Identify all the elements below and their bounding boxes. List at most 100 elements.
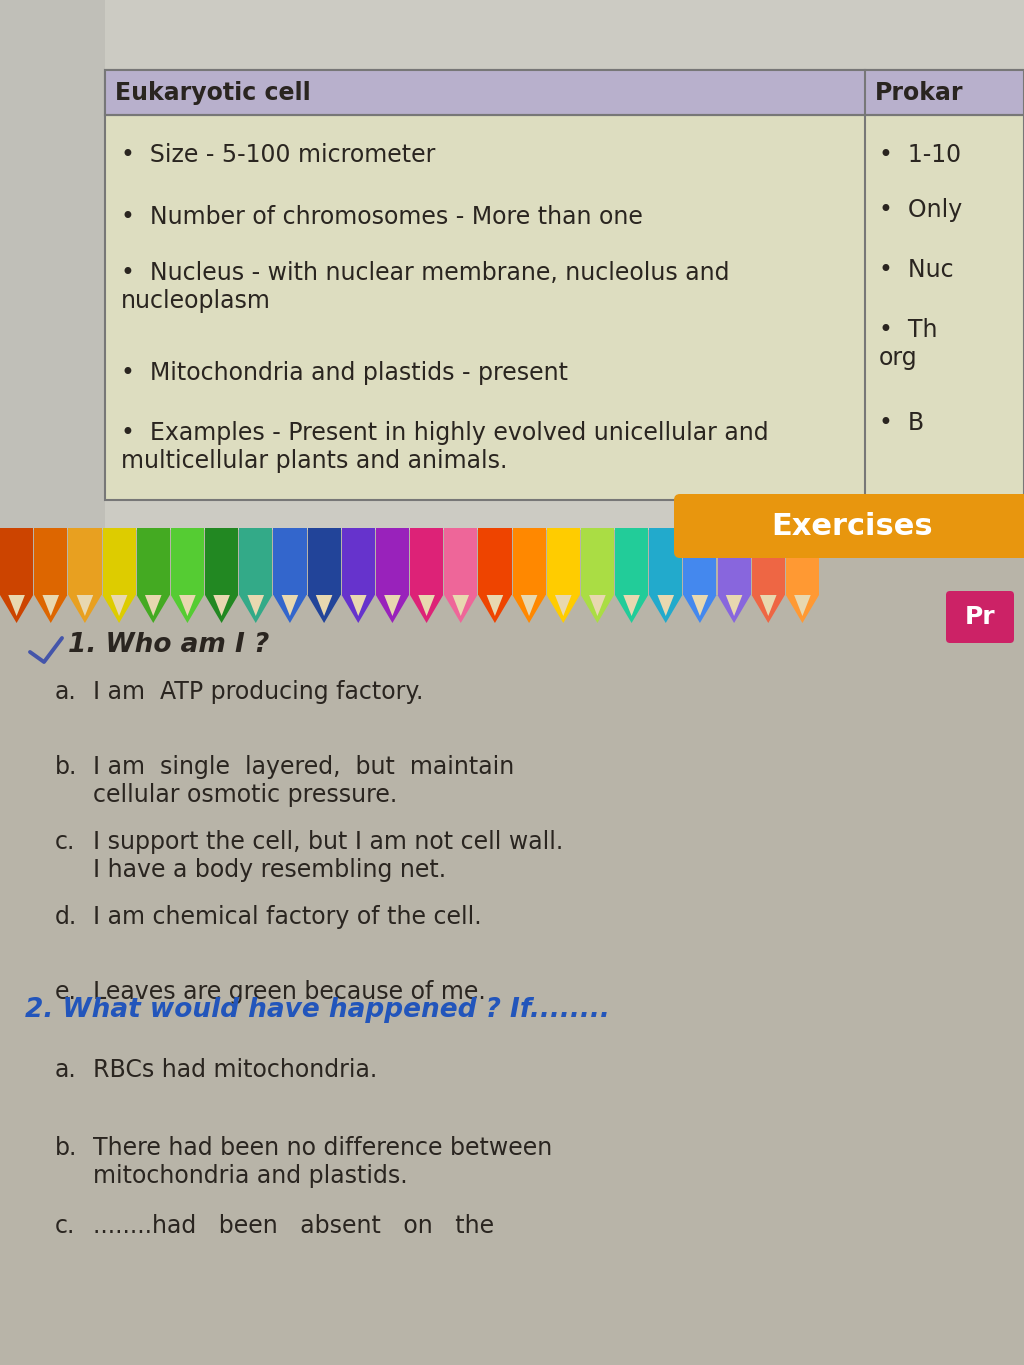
Text: 1. Who am I ?: 1. Who am I ? — [68, 632, 269, 658]
Bar — [376, 528, 409, 595]
Polygon shape — [136, 595, 170, 622]
Polygon shape — [478, 595, 512, 622]
Text: I am chemical factory of the cell.: I am chemical factory of the cell. — [93, 905, 481, 930]
Polygon shape — [0, 595, 33, 622]
Polygon shape — [410, 595, 443, 622]
Bar — [205, 528, 239, 595]
Text: I support the cell, but I am not cell wall.
I have a body resembling net.: I support the cell, but I am not cell wa… — [93, 830, 563, 882]
Polygon shape — [34, 595, 68, 622]
Text: •  Nucleus - with nuclear membrane, nucleolus and
nucleoplasm: • Nucleus - with nuclear membrane, nucle… — [121, 261, 729, 313]
Text: Prokar: Prokar — [874, 81, 964, 105]
Text: •  Mitochondria and plastids - present: • Mitochondria and plastids - present — [121, 360, 568, 385]
Bar — [444, 528, 477, 595]
Polygon shape — [240, 595, 272, 622]
Text: b.: b. — [55, 1136, 78, 1160]
Polygon shape — [376, 595, 409, 622]
Bar — [683, 528, 717, 595]
Bar — [0, 0, 1024, 530]
Polygon shape — [248, 595, 264, 616]
Bar — [718, 528, 751, 595]
Polygon shape — [42, 595, 59, 616]
Polygon shape — [521, 595, 538, 616]
Bar — [136, 528, 170, 595]
Bar — [105, 70, 1024, 115]
Text: •  Th
org: • Th org — [879, 318, 938, 370]
Polygon shape — [726, 595, 742, 616]
Polygon shape — [418, 595, 435, 616]
Polygon shape — [547, 595, 580, 622]
Bar — [102, 528, 135, 595]
Polygon shape — [145, 595, 162, 616]
Polygon shape — [205, 595, 239, 622]
Bar — [785, 528, 819, 595]
Polygon shape — [77, 595, 93, 616]
FancyBboxPatch shape — [946, 591, 1014, 643]
Text: a.: a. — [55, 680, 77, 704]
Bar — [273, 528, 306, 595]
Text: I am  single  layered,  but  maintain
cellular osmotic pressure.: I am single layered, but maintain cellul… — [93, 755, 514, 807]
Polygon shape — [8, 595, 25, 616]
Text: Leaves are green because of me.: Leaves are green because of me. — [93, 980, 485, 1005]
Bar — [478, 528, 512, 595]
Polygon shape — [512, 595, 546, 622]
Polygon shape — [384, 595, 400, 616]
Bar — [0, 528, 33, 595]
Polygon shape — [718, 595, 751, 622]
Text: •  1-10: • 1-10 — [879, 143, 962, 167]
Polygon shape — [315, 595, 333, 616]
Polygon shape — [282, 595, 298, 616]
Polygon shape — [213, 595, 229, 616]
Bar — [240, 528, 272, 595]
FancyBboxPatch shape — [674, 494, 1024, 558]
Text: Eukaryotic cell: Eukaryotic cell — [115, 81, 310, 105]
Polygon shape — [102, 595, 135, 622]
Text: •  Number of chromosomes - More than one: • Number of chromosomes - More than one — [121, 205, 643, 229]
Text: I am  ATP producing factory.: I am ATP producing factory. — [93, 680, 423, 704]
Text: •  Size - 5-100 micrometer: • Size - 5-100 micrometer — [121, 143, 435, 167]
Text: •  Only: • Only — [879, 198, 963, 222]
Polygon shape — [683, 595, 717, 622]
Bar — [581, 528, 614, 595]
Text: d.: d. — [55, 905, 77, 930]
Polygon shape — [342, 595, 375, 622]
Bar — [752, 528, 784, 595]
Polygon shape — [486, 595, 503, 616]
Polygon shape — [624, 595, 640, 616]
Polygon shape — [179, 595, 196, 616]
Polygon shape — [307, 595, 341, 622]
Bar — [615, 528, 648, 595]
Bar — [307, 528, 341, 595]
Text: There had been no difference between
mitochondria and plastids.: There had been no difference between mit… — [93, 1136, 552, 1188]
Bar — [342, 528, 375, 595]
Text: b.: b. — [55, 755, 78, 779]
Polygon shape — [795, 595, 811, 616]
Polygon shape — [581, 595, 614, 622]
Text: RBCs had mitochondria.: RBCs had mitochondria. — [93, 1058, 377, 1082]
Bar — [171, 528, 204, 595]
Polygon shape — [760, 595, 776, 616]
Text: Pr: Pr — [965, 605, 995, 629]
Polygon shape — [111, 595, 127, 616]
Polygon shape — [589, 595, 606, 616]
Polygon shape — [555, 595, 571, 616]
Text: •  Examples - Present in highly evolved unicellular and
multicellular plants and: • Examples - Present in highly evolved u… — [121, 420, 769, 472]
Text: ........had   been   absent   on   the: ........had been absent on the — [93, 1213, 495, 1238]
Polygon shape — [444, 595, 477, 622]
Bar — [34, 528, 68, 595]
Text: e.: e. — [55, 980, 77, 1005]
Polygon shape — [350, 595, 367, 616]
Polygon shape — [691, 595, 709, 616]
Text: c.: c. — [55, 1213, 76, 1238]
Bar — [649, 528, 682, 595]
Polygon shape — [649, 595, 682, 622]
Text: Exercises: Exercises — [771, 512, 933, 541]
Text: •  B: • B — [879, 411, 924, 435]
Bar — [105, 70, 1024, 500]
Text: a.: a. — [55, 1058, 77, 1082]
Bar — [547, 528, 580, 595]
Text: 2. What would have happened ? If........: 2. What would have happened ? If........ — [25, 996, 610, 1022]
Bar — [0, 0, 105, 530]
Bar — [69, 528, 101, 595]
Polygon shape — [171, 595, 204, 622]
Text: c.: c. — [55, 830, 76, 854]
